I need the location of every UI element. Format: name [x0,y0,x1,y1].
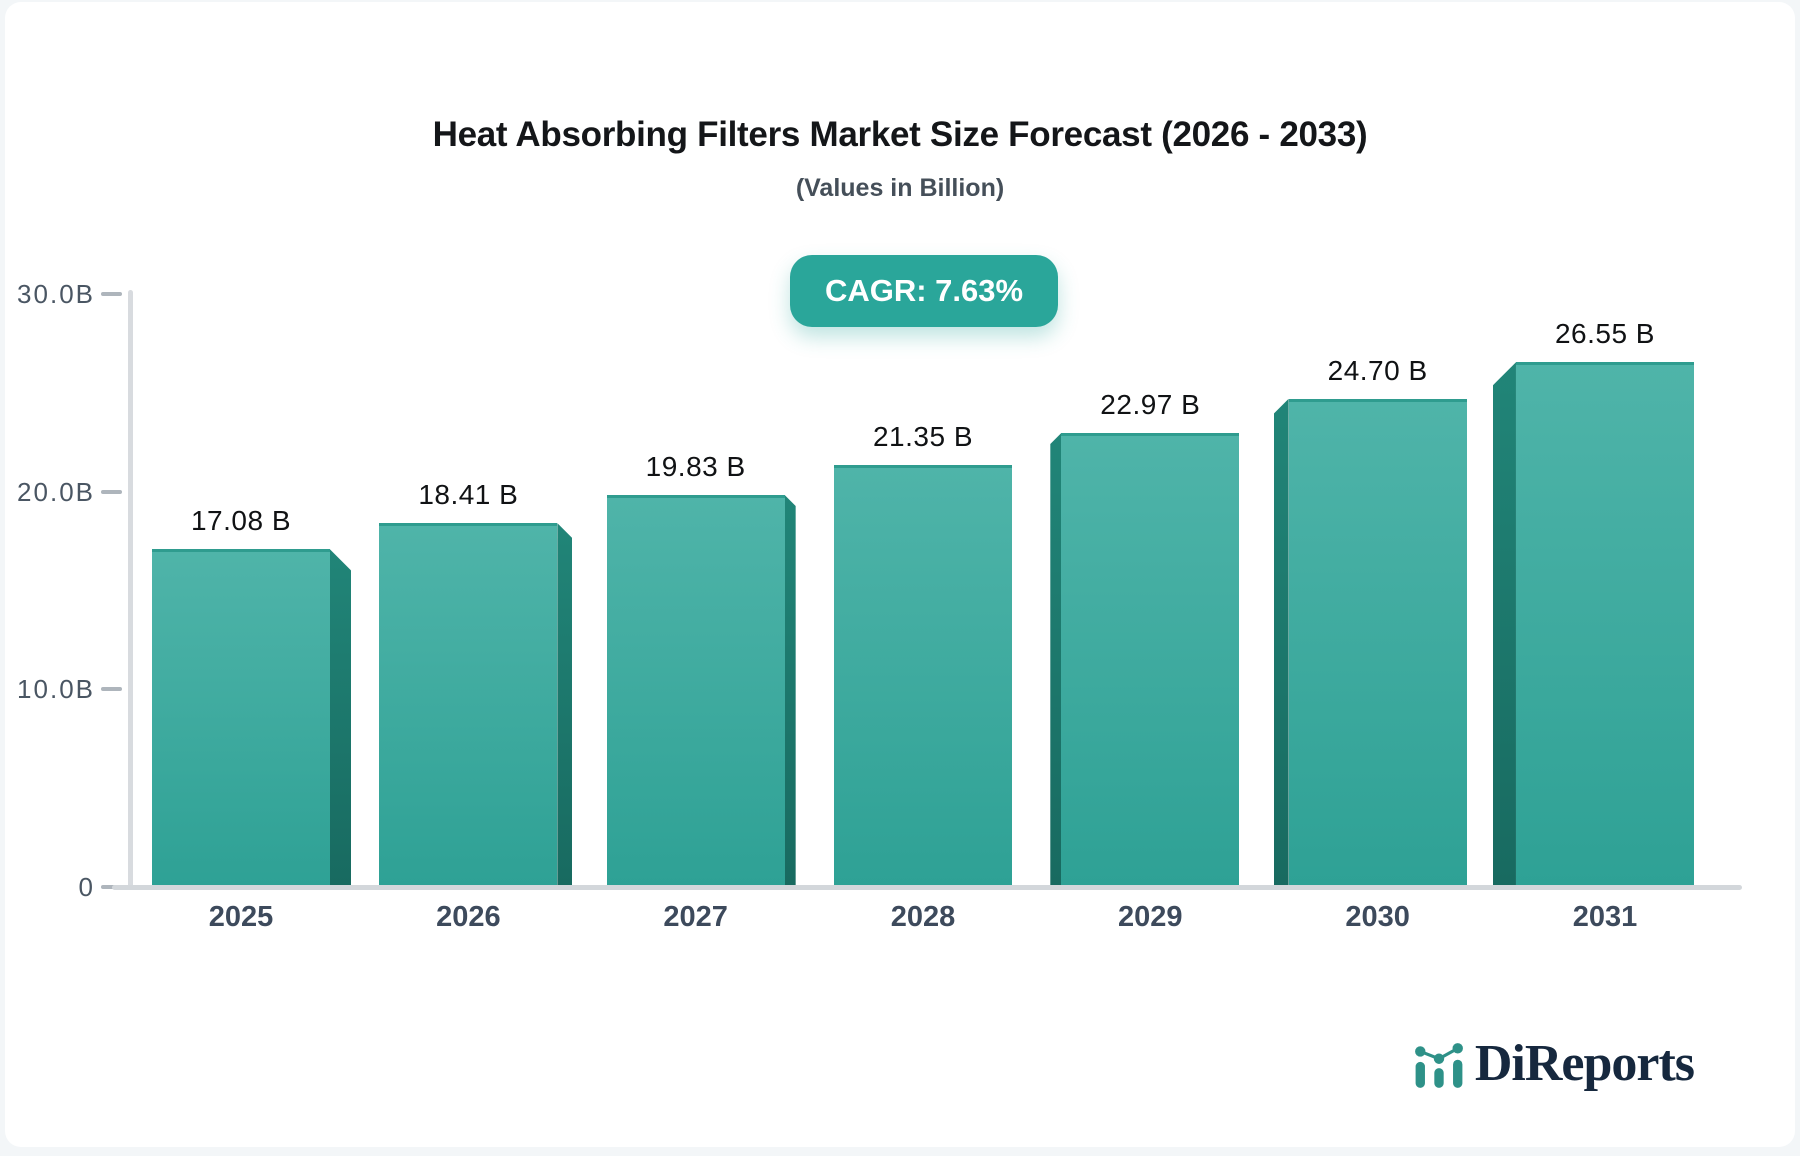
bar-value-label-2026: 18.41 B [418,479,519,511]
chart-subtitle: (Values in Billion) [795,174,1005,202]
x-axis-label-2027: 2027 [663,901,728,933]
x-axis-baseline [112,885,1742,890]
x-axis-label-2028: 2028 [890,901,956,933]
y-axis-tick-mark [101,489,122,494]
y-axis-tick-label: 30.0B [17,279,95,309]
y-axis-tick-label: 0 [78,872,95,902]
bar-value-label-2031: 26.55 B [1554,318,1655,350]
bar-3d-side-2030 [1273,398,1289,887]
bar-value-label-2028: 21.35 B [872,420,973,452]
bar-value-label-2025: 17.08 B [190,505,292,537]
brand-name: DiReports [1474,1034,1695,1092]
bar-2026[interactable] [379,523,558,887]
bar-2028[interactable] [833,464,1012,887]
bar-value-label-2029: 22.97 B [1100,388,1201,420]
bar-2031[interactable] [1515,362,1694,887]
bar-value-label-2027: 19.83 B [645,451,746,483]
bar-2027[interactable] [606,495,785,887]
chart-title: Heat Absorbing Filters Market Size Forec… [432,115,1368,154]
x-axis-label-2025: 2025 [208,901,274,933]
mini-bar-line-chart-icon [1414,1043,1463,1088]
bar-value-label-2030: 24.70 B [1327,354,1428,386]
y-axis-tick-label: 20.0B [17,476,95,507]
brand-logo: DiReports [1413,1026,1695,1100]
y-axis-tick-mark [101,885,122,889]
bar-3d-side-2031 [1492,362,1516,887]
x-axis-label-2030: 2030 [1345,901,1410,933]
bar-3d-side-2027 [784,495,796,887]
bar-2029[interactable] [1061,432,1240,887]
y-axis-line [128,290,133,890]
x-axis-label-2029: 2029 [1118,901,1183,933]
bar-3d-side-2025 [330,549,351,887]
bar-3d-side-2029 [1050,432,1062,887]
x-axis-label-2031: 2031 [1572,901,1638,933]
y-axis-tick-mark [101,687,122,692]
x-axis-label-2026: 2026 [436,901,501,933]
bar-2030[interactable] [1288,398,1467,887]
y-axis-tick-mark [101,292,122,296]
bar-3d-side-2026 [557,523,573,887]
bar-2025[interactable] [152,549,330,887]
cagr-badge: CAGR: 7.63% [790,255,1058,327]
y-axis-tick-label: 10.0B [17,674,95,705]
